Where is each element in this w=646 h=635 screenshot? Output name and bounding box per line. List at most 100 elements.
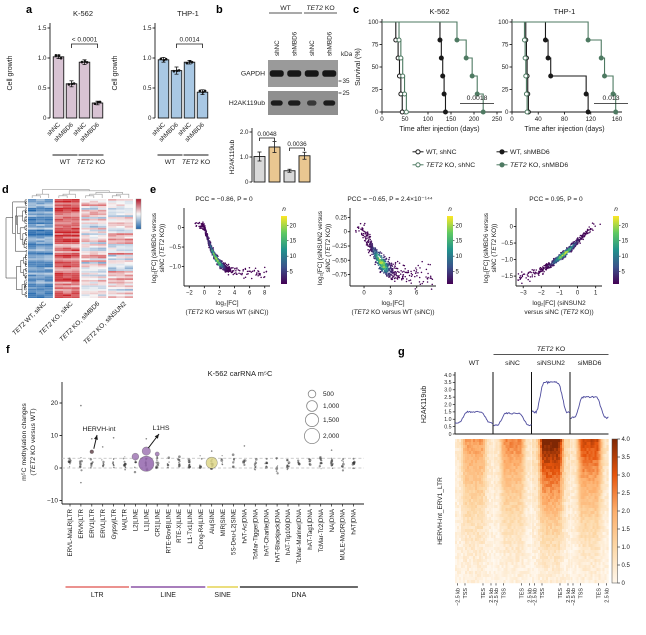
survival-marker <box>474 91 480 97</box>
column-dendrogram <box>31 189 130 198</box>
x-tick-label: 0 <box>576 291 580 297</box>
annotation-label: HERVH-int <box>82 426 115 433</box>
repeat-class-label: DNA <box>292 592 307 599</box>
bar-shNC <box>78 61 91 119</box>
y-tick-label: −0.75 <box>332 273 348 279</box>
y-tick-label: 20 <box>51 400 59 407</box>
panel-e-scatter-plots: PCC = −0.86, P = 0 −2 0 2 4 6 8 0 −0.5 −1.0 log₂[F… <box>151 196 629 316</box>
x-tick-label: −1 <box>556 291 564 297</box>
x-tick-label: 3 <box>389 291 393 297</box>
colorbar-tick-label: 20 <box>622 223 629 229</box>
y-axis-label: m⁵C methylation changes <box>21 403 28 481</box>
survival-marker <box>396 37 402 43</box>
bar-shMBD6 <box>91 102 104 119</box>
survival-marker <box>585 37 591 43</box>
survival-marker <box>524 109 530 115</box>
panel-label-f: f <box>6 344 10 356</box>
y-tick-label: 1.0 <box>143 55 152 62</box>
western-blot: WT TET2 KO shNC shMBD6 shNC shMBD6 kDa GAPDH 35 H… <box>229 5 352 115</box>
y-axis-label: log₂[FC] (siMBD6 versus <box>483 213 490 283</box>
x-axis-label: log₂[FC] <box>381 300 404 307</box>
h2ak119ub-bar-chart: H2AK119ub 0 1.0 2.0 0.0048 0.0036 <box>229 128 311 186</box>
colorbar <box>613 216 619 284</box>
data-point <box>70 82 74 86</box>
row-dendrogram <box>5 199 27 298</box>
scatter-plot-2: PCC = −0.65, P = 2.4×10⁻¹⁴⁴ 0 3 6 0.25 0 −0.25… <box>317 196 463 316</box>
chart-title: THP-1 <box>177 9 199 18</box>
size-legend-label: 1,500 <box>323 417 340 424</box>
x-tick-label: L1-Tx1|LINE <box>187 509 194 544</box>
colorbar-tick-label: 15 <box>290 239 297 245</box>
survival-marker <box>403 109 409 115</box>
survival-marker <box>441 91 447 97</box>
data-point <box>98 100 102 104</box>
group-label: WT <box>60 159 71 166</box>
x-tick-label: NA|DNA <box>329 508 336 532</box>
colorbar-tick-label: 15 <box>456 239 463 245</box>
y-tick-label: 0 <box>510 225 514 231</box>
position-label: TSS <box>502 588 508 599</box>
survival-marker <box>402 91 408 97</box>
y-tick-label: −1.0 <box>501 258 514 264</box>
colorbar-tick-label: 1.5 <box>622 527 631 533</box>
position-label: TES <box>481 588 487 599</box>
x-axis-label: versus siNC (TET2 KO)) <box>524 309 593 316</box>
y-tick-label: −0.5 <box>501 241 514 247</box>
y-tick-label: 0 <box>43 115 47 122</box>
data-point <box>54 54 58 57</box>
repeat-class-label: LTR <box>91 592 104 599</box>
size-legend-circle <box>307 389 317 399</box>
data-point <box>190 60 194 64</box>
survival-chart-THP-1: THP-1 0 40 80 120 160 0 25 50 75 100 Time after inj… <box>498 7 628 133</box>
position-label: −2.5 kb <box>456 588 462 606</box>
position-label: −2.5 kb <box>533 588 539 606</box>
y-tick-label: 25 <box>502 87 509 94</box>
legend-marker <box>499 149 505 155</box>
position-label: 2.5 kb <box>566 588 572 603</box>
y-axis-label: H2AK119ub <box>229 139 236 174</box>
protein-band <box>270 100 283 106</box>
bar-shNC <box>157 59 170 119</box>
y-tick-label: 10 <box>51 433 59 440</box>
panel-label-c: c <box>353 4 360 16</box>
y-tick-label: 0.5 <box>143 85 152 92</box>
colorbar-tick-label: 5 <box>290 270 294 276</box>
protein-band <box>307 100 317 106</box>
p-value-label: 0.0014 <box>180 37 200 44</box>
x-tick-label: 50 <box>402 116 409 123</box>
y-tick-label: 0 <box>344 230 348 236</box>
survival-marker <box>523 91 529 97</box>
x-axis-label: log₂[FC] <box>215 300 238 307</box>
survival-marker <box>545 55 551 61</box>
x-tick-label: ERVL|LTR <box>100 508 107 537</box>
bubble <box>89 449 94 454</box>
survival-marker <box>399 109 405 115</box>
blot-row-label: H2AK119ub <box>229 100 265 107</box>
x-tick-label: RTE-BovB|LINE <box>165 509 172 553</box>
data-point <box>198 89 202 93</box>
scatter-plot-3: PCC = 0.95, P = 0−3 −2 −1 0 10−0.5−1.0−1.5lo… <box>483 196 629 316</box>
protein-band <box>304 70 319 77</box>
x-tick-label: hAT|DNA <box>351 508 358 534</box>
survival-marker <box>398 55 404 61</box>
y-tick-label: 0 <box>148 115 152 122</box>
x-tick-label: 200 <box>469 116 480 123</box>
size-legend-circle <box>303 427 321 445</box>
x-tick-label: 2 <box>218 291 222 297</box>
colorbar-title: n <box>614 206 618 213</box>
chart-title: K-562 carRNA m⁵C <box>208 369 273 378</box>
pcc-label: PCC = −0.86, P = 0 <box>195 196 253 203</box>
survival-marker <box>521 37 527 43</box>
y-tick-label: 25 <box>372 87 379 94</box>
signal-heatmap <box>455 439 609 584</box>
survival-marker <box>469 73 475 79</box>
panel-b-western-blot: WT TET2 KO shNC shMBD6 shNC shMBD6 kDa GAPDH 35 H… <box>229 5 352 186</box>
x-tick-label: MULE-MuDR|DNA <box>340 508 347 560</box>
protein-band <box>288 100 301 106</box>
y-tick-label: −0.25 <box>332 244 348 250</box>
repeat-class-label: SINE <box>214 592 231 599</box>
legend-label: WT, shNC <box>426 149 457 156</box>
panel-label-a: a <box>26 4 33 16</box>
blot-row-label: GAPDH <box>241 71 265 78</box>
